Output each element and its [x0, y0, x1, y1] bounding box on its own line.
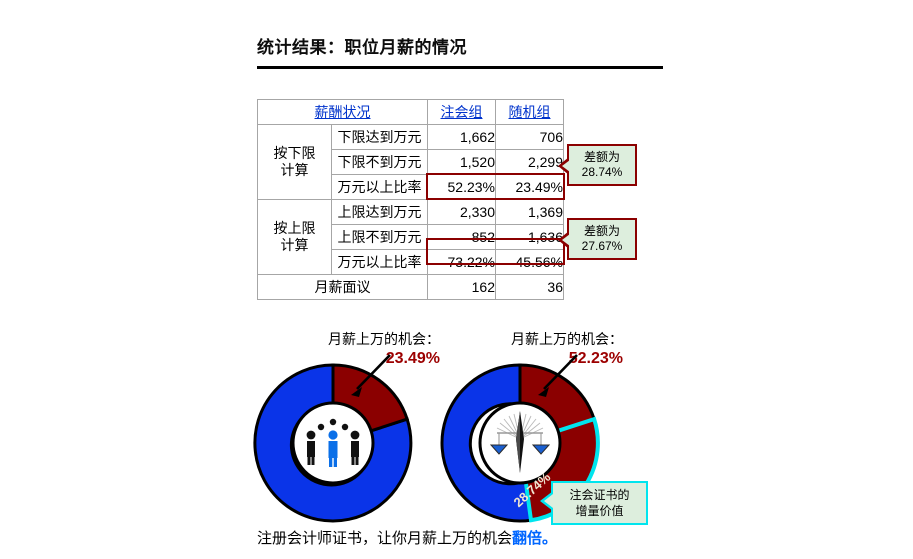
cell-cpa-value: 1,662 — [427, 124, 496, 150]
table-row-footer: 月薪面议 162 36 — [257, 274, 564, 300]
callout-line-2: 28.74% — [581, 165, 623, 179]
salary-statistics-table: 薪酬状况 注会组 随机组 按下限 计算 下限达到万元 1,662 706 下限不到… — [257, 99, 564, 300]
value-callout-line-2: 增量价值 — [575, 504, 624, 518]
cell-random-value: 36 — [495, 274, 564, 300]
increment-value-callout: 注会证书的 增量价值 — [540, 481, 648, 525]
table-row: 按上限 计算 上限达到万元 2,330 1,369 — [257, 199, 564, 275]
left-donut-arrow-icon — [351, 354, 391, 397]
cell-cpa-value: 852 — [427, 224, 496, 250]
right-donut-percent: 52.23% — [568, 350, 623, 367]
cell-random-value: 706 — [495, 124, 564, 150]
difference-callout-upper: 差额为 27.67% — [558, 218, 637, 260]
title-block: 统计结果：职位月薪的情况 — [257, 36, 663, 69]
left-donut-percent: 23.49% — [385, 350, 440, 367]
right-donut-label: 月薪上万的机会： 52.23% — [483, 329, 623, 369]
column-header-random-group: 随机组 — [495, 99, 564, 125]
table-row: 按下限 计算 下限达到万元 1,662 706 — [257, 124, 564, 200]
column-header-cpa-group: 注会组 — [427, 99, 496, 125]
bottom-caption: 注册会计师证书，让你月薪上万的机会翻倍。 — [257, 527, 557, 548]
group-label-upper-bound: 按上限 计算 — [257, 199, 332, 275]
table-header-row: 薪酬状况 注会组 随机组 — [257, 99, 564, 125]
cell-cpa-value: 2,330 — [427, 199, 496, 225]
callout-tail-inner-icon — [562, 160, 570, 172]
callout-tail-inner-icon — [544, 494, 553, 508]
left-donut-blue-segment — [253, 363, 413, 523]
row-item-label: 上限不到万元 — [331, 224, 428, 250]
donut-svg: 28.74% — [253, 354, 600, 523]
cell-random-value: 2,299 — [495, 149, 564, 175]
people-group-icon — [306, 418, 360, 467]
value-callout-line-1: 注会证书的 — [569, 488, 630, 502]
callout-line-1: 差额为 — [583, 224, 620, 238]
table-row-ratio: 万元以上比率 52.23% 23.49% — [258, 174, 564, 200]
cell-cpa-ratio: 52.23% — [427, 174, 496, 200]
right-donut-arrow-icon — [538, 354, 578, 397]
row-item-label: 上限达到万元 — [331, 199, 428, 225]
cell-random-value: 1,369 — [495, 199, 564, 225]
row-item-label: 下限不到万元 — [331, 149, 428, 175]
cell-random-value: 1,636 — [495, 224, 564, 250]
column-header-category: 薪酬状况 — [257, 99, 428, 125]
row-item-label: 下限达到万元 — [331, 124, 428, 150]
cell-random-ratio: 23.49% — [495, 174, 564, 200]
row-item-label-negotiable: 月薪面议 — [257, 274, 428, 300]
caption-highlight-text: 翻倍。 — [512, 530, 558, 547]
donut-chart-area: 月薪上万的机会： 23.49% 月薪上万的机会： 52.23% — [0, 315, 913, 559]
caption-main-text: 注册会计师证书，让你月薪上万的机会 — [257, 530, 513, 547]
scales-of-justice-icon — [489, 411, 551, 473]
right-donut-label-text: 月薪上万的机会： — [511, 331, 623, 347]
cell-cpa-value: 1,520 — [427, 149, 496, 175]
row-item-label: 万元以上比率 — [331, 249, 428, 275]
difference-callout-lower: 差额为 28.74% — [558, 144, 637, 186]
table-row: 上限不到万元 852 1,636 — [258, 224, 564, 250]
table-row-ratio: 万元以上比率 73.22% 45.56% — [258, 249, 564, 275]
page-title: 统计结果：职位月薪的情况 — [257, 38, 467, 57]
cell-cpa-value: 162 — [427, 274, 496, 300]
callout-line-2: 27.67% — [581, 239, 623, 253]
left-donut-label-text: 月薪上万的机会： — [328, 331, 440, 347]
right-donut-blue-segment — [440, 363, 533, 523]
row-item-label: 万元以上比率 — [331, 174, 428, 200]
cell-random-ratio: 45.56% — [495, 249, 564, 275]
left-donut-label: 月薪上万的机会： 23.49% — [300, 329, 440, 369]
cell-cpa-ratio: 73.22% — [427, 249, 496, 275]
title-divider — [257, 66, 663, 69]
callout-line-1: 差额为 — [583, 150, 620, 164]
callout-tail-inner-icon — [562, 234, 570, 246]
group-label-lower-bound: 按下限 计算 — [257, 124, 332, 200]
